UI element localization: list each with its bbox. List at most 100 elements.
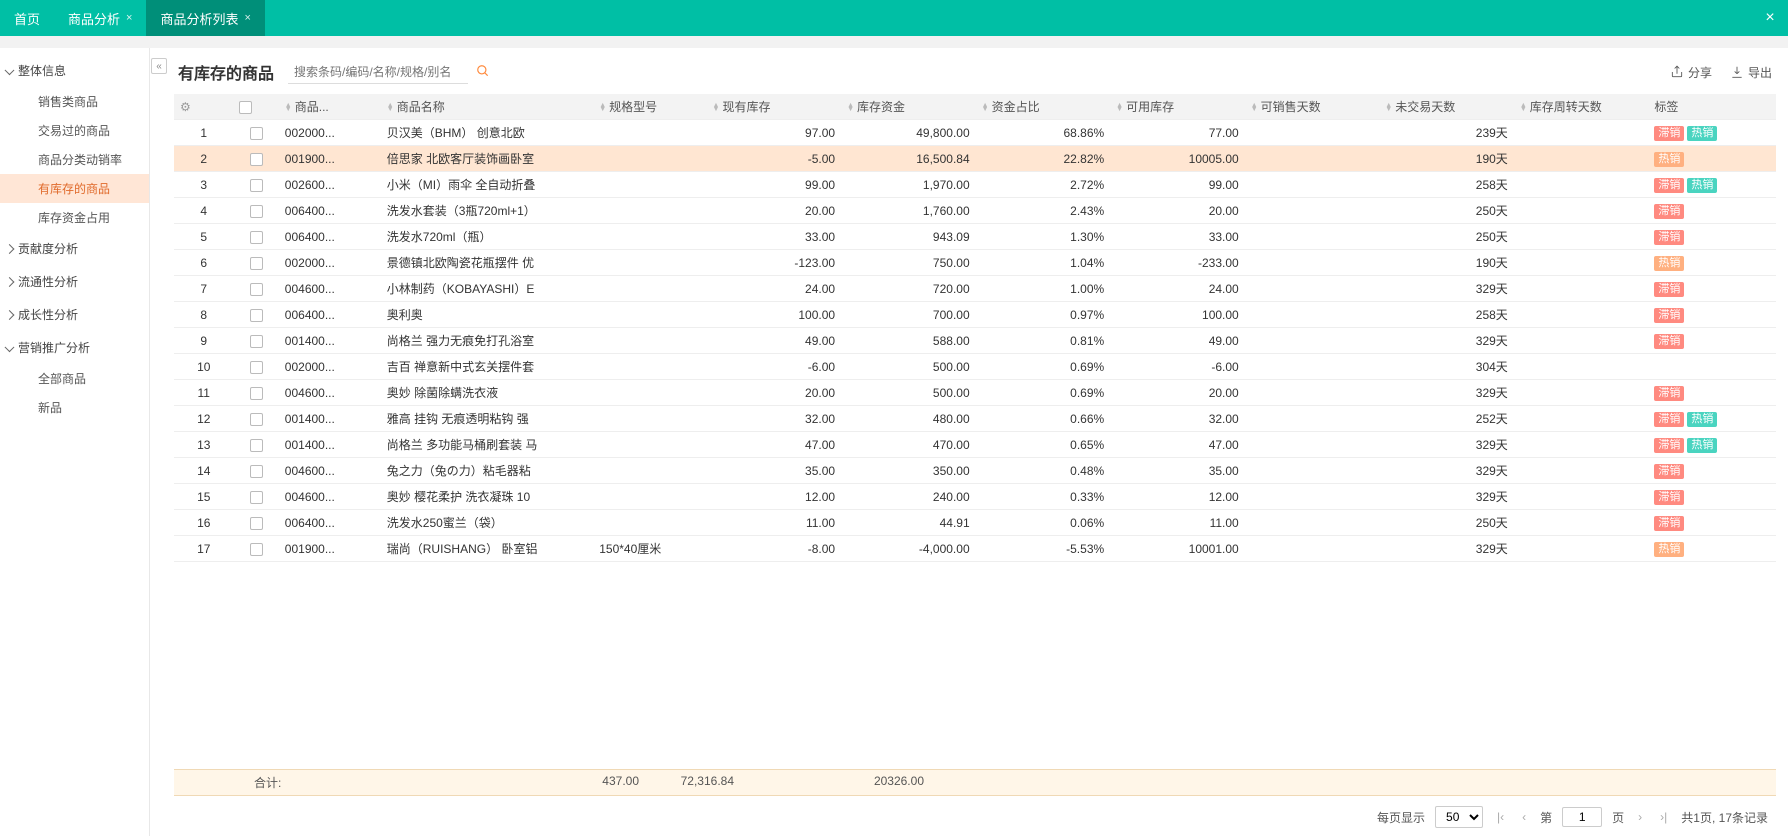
row-index: 11 — [174, 380, 233, 406]
row-checkbox[interactable] — [250, 491, 263, 504]
sidebar-item-有库存的商品[interactable]: 有库存的商品 — [0, 174, 149, 203]
sidebar-group-贡献度分析[interactable]: 贡献度分析 — [0, 232, 149, 265]
row-checkbox[interactable] — [250, 387, 263, 400]
sidebar-item-销售类商品[interactable]: 销售类商品 — [0, 87, 149, 116]
tag-slow: 滞销 — [1654, 230, 1684, 245]
col-name[interactable]: ▲▼商品名称 — [381, 94, 593, 120]
tag-slow: 滞销 — [1654, 516, 1684, 531]
close-all-tabs-button[interactable]: × — [1752, 0, 1788, 36]
row-checkbox[interactable] — [250, 257, 263, 270]
row-checkbox[interactable] — [250, 361, 263, 374]
table-row[interactable]: 14004600...兔之力（兔の力）粘毛器粘35.00350.000.48%3… — [174, 458, 1776, 484]
table-row[interactable]: 2001900...倍思家 北欧客厅装饰画卧室-5.0016,500.8422.… — [174, 146, 1776, 172]
tag-slow: 滞销 — [1654, 334, 1684, 349]
last-page-button[interactable]: ›| — [1656, 810, 1671, 824]
col-stock[interactable]: ▲▼现有库存 — [707, 94, 842, 120]
col-selldays[interactable]: ▲▼可销售天数 — [1245, 94, 1380, 120]
tab-商品分析[interactable]: 商品分析× — [54, 0, 146, 36]
page-input[interactable] — [1562, 807, 1602, 827]
row-checkbox[interactable] — [250, 205, 263, 218]
col-notrade[interactable]: ▲▼未交易天数 — [1379, 94, 1514, 120]
search-icon[interactable] — [476, 64, 490, 81]
sidebar-group-营销推广分析[interactable]: 营销推广分析 — [0, 331, 149, 364]
cell-spec — [593, 406, 706, 432]
share-button[interactable]: 分享 — [1670, 64, 1712, 81]
table-scroll[interactable]: ⚙▲▼商品...▲▼商品名称▲▼规格型号▲▼现有库存▲▼库存资金▲▼资金占比▲▼… — [174, 94, 1776, 769]
cell-name: 洗发水250蜜兰（袋） — [381, 510, 593, 536]
table-row[interactable]: 4006400...洗发水套装（3瓶720ml+1）20.001,760.002… — [174, 198, 1776, 224]
table-row[interactable]: 9001400...尚格兰 强力无痕免打孔浴室49.00588.000.81%4… — [174, 328, 1776, 354]
collapse-sidebar-button[interactable]: « — [151, 58, 167, 74]
row-checkbox[interactable] — [250, 153, 263, 166]
cell-turndays — [1514, 224, 1649, 250]
per-page-select[interactable]: 50 — [1435, 806, 1483, 828]
table-row[interactable]: 16006400...洗发水250蜜兰（袋）11.0044.910.06%11.… — [174, 510, 1776, 536]
cell-selldays — [1245, 172, 1380, 198]
col-avail[interactable]: ▲▼可用库存 — [1110, 94, 1245, 120]
table-row[interactable]: 7004600...小林制药（KOBAYASHI）E24.00720.001.0… — [174, 276, 1776, 302]
cell-avail: 49.00 — [1110, 328, 1245, 354]
sidebar-group-流通性分析[interactable]: 流通性分析 — [0, 265, 149, 298]
cell-stock: 33.00 — [707, 224, 842, 250]
table-row[interactable]: 8006400...奥利奥100.00700.000.97%100.00258天… — [174, 302, 1776, 328]
col-turndays[interactable]: ▲▼库存周转天数 — [1514, 94, 1649, 120]
row-checkbox[interactable] — [250, 465, 263, 478]
tab-close-icon[interactable]: × — [126, 12, 132, 24]
row-checkbox[interactable] — [250, 179, 263, 192]
sidebar-item-新品[interactable]: 新品 — [0, 393, 149, 422]
row-chk — [233, 536, 278, 562]
sidebar-item-交易过的商品[interactable]: 交易过的商品 — [0, 116, 149, 145]
table-row[interactable]: 5006400...洗发水720ml（瓶）33.00943.091.30%33.… — [174, 224, 1776, 250]
row-checkbox[interactable] — [250, 309, 263, 322]
row-checkbox[interactable] — [250, 231, 263, 244]
prev-page-button[interactable]: ‹ — [1518, 810, 1530, 824]
table-row[interactable]: 12001400...雅高 挂钩 无痕透明粘钩 强32.00480.000.66… — [174, 406, 1776, 432]
sidebar-item-商品分类动销率[interactable]: 商品分类动销率 — [0, 145, 149, 174]
sidebar-group-整体信息[interactable]: 整体信息 — [0, 54, 149, 87]
cell-notrade: 329天 — [1379, 536, 1514, 562]
row-checkbox[interactable] — [250, 413, 263, 426]
table-row[interactable]: 13001400...尚格兰 多功能马桶刷套装 马47.00470.000.65… — [174, 432, 1776, 458]
cell-avail: 12.00 — [1110, 484, 1245, 510]
table-row[interactable]: 6002000...景德镇北欧陶瓷花瓶摆件 优-123.00750.001.04… — [174, 250, 1776, 276]
table-row[interactable]: 11004600...奥妙 除菌除螨洗衣液20.00500.000.69%20.… — [174, 380, 1776, 406]
row-checkbox[interactable] — [250, 517, 263, 530]
row-checkbox[interactable] — [250, 543, 263, 556]
col-pct[interactable]: ▲▼资金占比 — [976, 94, 1111, 120]
select-all-checkbox[interactable] — [239, 101, 252, 114]
row-checkbox[interactable] — [250, 335, 263, 348]
table-row[interactable]: 17001900...瑞尚（RUISHANG） 卧室铝150*40厘米-8.00… — [174, 536, 1776, 562]
cell-code: 004600... — [279, 380, 381, 406]
row-checkbox[interactable] — [250, 439, 263, 452]
page-title: 有库存的商品 — [178, 60, 274, 84]
first-page-button[interactable]: |‹ — [1493, 810, 1508, 824]
cell-selldays — [1245, 120, 1380, 146]
cell-fund: 943.09 — [841, 224, 976, 250]
table-row[interactable]: 15004600...奥妙 樱花柔护 洗衣凝珠 1012.00240.000.3… — [174, 484, 1776, 510]
table-row[interactable]: 1002000...贝汉美（BHM） 创意北欧97.0049,800.0068.… — [174, 120, 1776, 146]
cell-turndays — [1514, 458, 1649, 484]
table-row[interactable]: 3002600...小米（MI）雨伞 全自动折叠99.001,970.002.7… — [174, 172, 1776, 198]
col-fund[interactable]: ▲▼库存资金 — [841, 94, 976, 120]
search-input[interactable] — [288, 61, 468, 84]
cell-turndays — [1514, 198, 1649, 224]
page-suffix: 页 — [1612, 809, 1624, 826]
export-button[interactable]: 导出 — [1730, 64, 1772, 81]
sidebar-item-全部商品[interactable]: 全部商品 — [0, 364, 149, 393]
sidebar-item-库存资金占用[interactable]: 库存资金占用 — [0, 203, 149, 232]
row-checkbox[interactable] — [250, 283, 263, 296]
col-code[interactable]: ▲▼商品... — [279, 94, 381, 120]
cell-tags: 滞销 — [1648, 380, 1776, 406]
content-area: 有库存的商品 分享 导出 — [168, 48, 1788, 836]
next-page-button[interactable]: › — [1634, 810, 1646, 824]
tab-商品分析列表[interactable]: 商品分析列表× — [146, 0, 264, 36]
tab-首页[interactable]: 首页 — [0, 0, 54, 36]
row-chk — [233, 276, 278, 302]
sidebar-group-成长性分析[interactable]: 成长性分析 — [0, 298, 149, 331]
col-spec[interactable]: ▲▼规格型号 — [593, 94, 706, 120]
cell-notrade: 329天 — [1379, 276, 1514, 302]
gear-icon[interactable]: ⚙ — [180, 100, 191, 114]
tab-close-icon[interactable]: × — [244, 12, 250, 24]
table-row[interactable]: 10002000...吉百 禅意新中式玄关摆件套-6.00500.000.69%… — [174, 354, 1776, 380]
row-checkbox[interactable] — [250, 127, 263, 140]
